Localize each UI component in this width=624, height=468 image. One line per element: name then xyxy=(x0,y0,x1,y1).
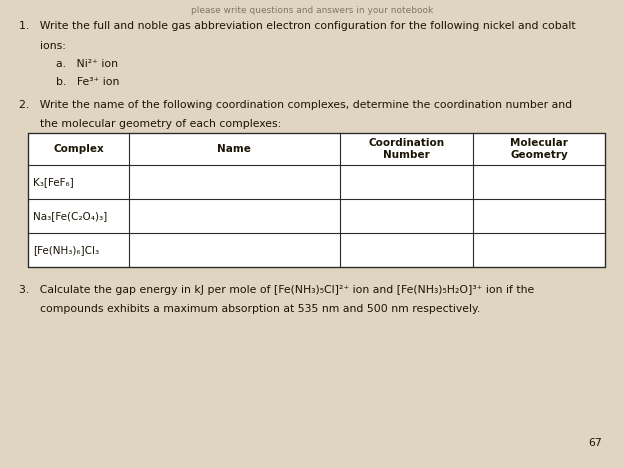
Text: K₃[FeF₆]: K₃[FeF₆] xyxy=(33,177,74,187)
Text: the molecular geometry of each complexes:: the molecular geometry of each complexes… xyxy=(19,119,281,129)
Text: 3.   Calculate the gap energy in kJ per mole of [Fe(NH₃)₅Cl]²⁺ ion and [Fe(NH₃)₅: 3. Calculate the gap energy in kJ per mo… xyxy=(19,285,534,295)
Text: compounds exhibits a maximum absorption at 535 nm and 500 nm respectively.: compounds exhibits a maximum absorption … xyxy=(19,304,480,314)
Text: Na₃[Fe(C₂O₄)₃]: Na₃[Fe(C₂O₄)₃] xyxy=(33,211,107,221)
Text: 2.   Write the name of the following coordination complexes, determine the coord: 2. Write the name of the following coord… xyxy=(19,100,572,110)
Text: a.   Ni²⁺ ion: a. Ni²⁺ ion xyxy=(56,59,118,69)
Bar xyxy=(28,133,605,267)
Text: Complex: Complex xyxy=(53,144,104,154)
Text: please write questions and answers in your notebook: please write questions and answers in yo… xyxy=(191,6,433,15)
Text: Coordination
Number: Coordination Number xyxy=(368,138,444,160)
Text: 67: 67 xyxy=(588,439,602,448)
Text: [Fe(NH₃)₆]Cl₃: [Fe(NH₃)₆]Cl₃ xyxy=(33,245,99,255)
Text: ions:: ions: xyxy=(19,41,66,51)
Text: Molecular
Geometry: Molecular Geometry xyxy=(510,138,568,160)
Text: b.   Fe³⁺ ion: b. Fe³⁺ ion xyxy=(56,77,120,87)
Text: Name: Name xyxy=(218,144,251,154)
Text: 1.   Write the full and noble gas abbreviation electron configuration for the fo: 1. Write the full and noble gas abbrevia… xyxy=(19,21,575,31)
